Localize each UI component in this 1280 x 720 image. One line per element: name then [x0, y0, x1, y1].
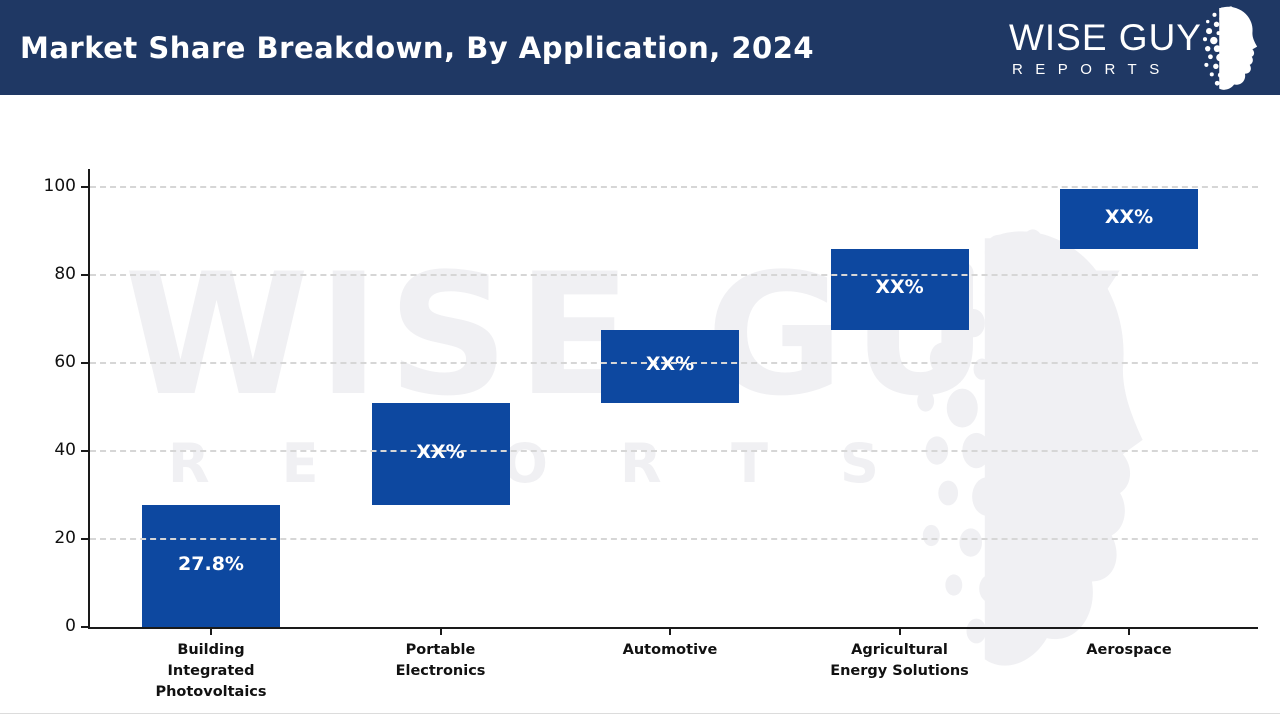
- x-axis-tick: [898, 628, 901, 635]
- category-label: Automotive: [622, 642, 718, 658]
- gridline: [90, 362, 1258, 364]
- y-tick-label: 40: [54, 440, 76, 460]
- y-axis-tick: [81, 450, 88, 452]
- wise-guy-reports-logo: WISE GUY REPORTS: [1009, 4, 1264, 92]
- bar-value-label: XX%: [1104, 205, 1154, 228]
- logo-wordmark: WISE GUY: [1008, 16, 1202, 58]
- gridline: [90, 538, 1258, 540]
- logo-subtitle: REPORTS: [1011, 60, 1172, 78]
- bottom-divider: [0, 713, 1280, 714]
- y-axis-tick: [81, 626, 88, 628]
- y-axis-tick: [81, 186, 88, 188]
- bar: [371, 402, 510, 505]
- bar: [830, 249, 969, 330]
- category-label: Agricultural Energy Solutions: [830, 642, 969, 680]
- bar-value-label: XX%: [645, 353, 695, 376]
- gridline: [90, 274, 1258, 276]
- category-label: Portable Electronics: [395, 642, 486, 680]
- bar-value-label: 27.8%: [178, 552, 244, 575]
- gridline: [90, 450, 1258, 452]
- bar-value-label: XX%: [416, 440, 465, 463]
- watermark-head-profile-icon: [917, 229, 1143, 666]
- bar: [1060, 188, 1198, 250]
- bar-value-label: XX%: [875, 276, 924, 299]
- x-axis-tick: [439, 628, 442, 635]
- head-profile-dots-icon: [1202, 5, 1258, 90]
- x-axis-tick: [210, 628, 212, 635]
- y-axis-tick: [81, 274, 88, 276]
- bar: [142, 504, 280, 627]
- y-tick-label: 60: [54, 352, 76, 372]
- plot-region: 0 20 40 60 80 100 27.8% Building Integrated Pho…: [0, 95, 1280, 713]
- y-tick-label: 80: [54, 264, 76, 284]
- y-tick-label: 20: [54, 528, 76, 548]
- category-label: Building Integrated Photovoltaics: [155, 642, 267, 701]
- y-tick-label: 0: [65, 616, 76, 636]
- bar: [601, 329, 739, 403]
- page-title: Market Share Breakdown, By Application, …: [20, 30, 815, 65]
- x-axis-tick: [669, 628, 671, 635]
- x-axis-line: [88, 627, 1258, 629]
- watermark-subtitle: REPORTS: [168, 432, 951, 495]
- y-axis-tick: [81, 362, 88, 364]
- category-label: Aerospace: [1086, 642, 1172, 658]
- x-axis-tick: [1128, 628, 1130, 635]
- y-tick-label: 100: [43, 176, 76, 196]
- chart-area: WISE GUY REPORTS 0 20 40 60 80 100 27.8% Buildi…: [0, 95, 1280, 713]
- y-axis-tick: [81, 538, 88, 540]
- header-bar: Market Share Breakdown, By Application, …: [0, 0, 1280, 95]
- logo-text: WISE GUY REPORTS: [1009, 19, 1202, 77]
- y-axis-line: [88, 169, 90, 629]
- gridline: [90, 186, 1258, 188]
